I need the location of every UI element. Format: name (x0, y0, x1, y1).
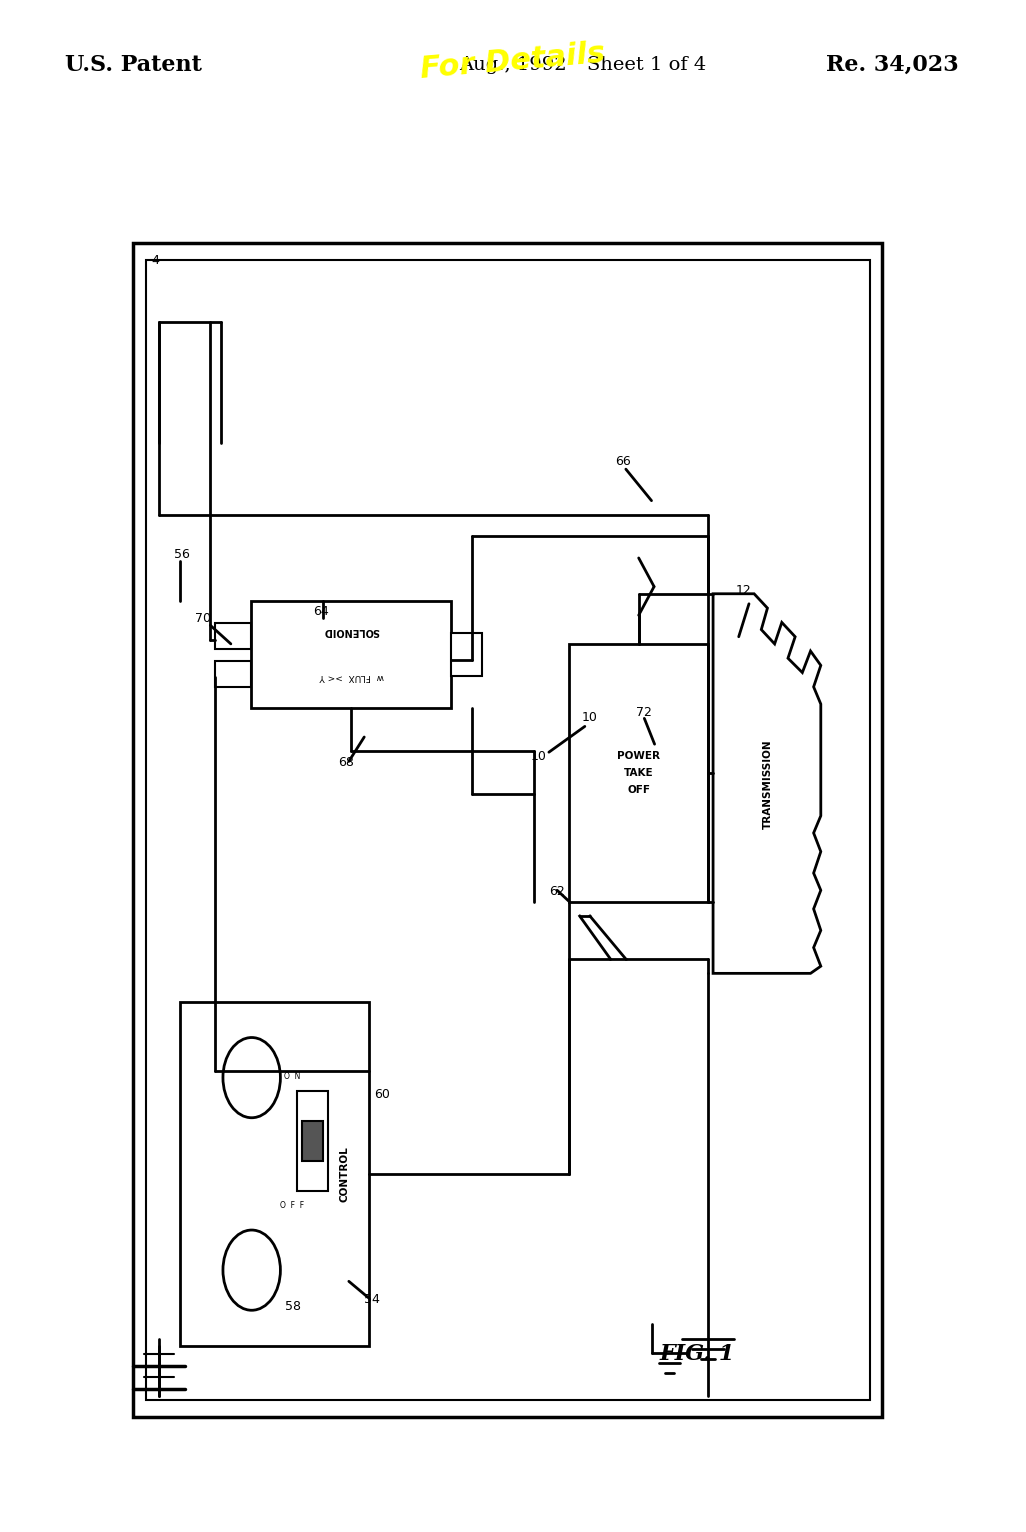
Text: U.S. Patent: U.S. Patent (65, 54, 202, 75)
Text: TRANSMISSION: TRANSMISSION (762, 740, 773, 829)
Text: O  N: O N (284, 1072, 301, 1082)
Bar (303, 1121, 323, 1161)
Bar (146, 260, 870, 1400)
Text: Aug., 1992: Aug., 1992 (460, 55, 566, 74)
Text: 58: 58 (285, 1301, 302, 1313)
Text: 64: 64 (313, 605, 328, 619)
Text: 12: 12 (736, 584, 752, 597)
Bar (251, 601, 451, 708)
Text: 66: 66 (616, 455, 631, 467)
Bar (298, 1091, 328, 1190)
Text: TAP HERE: TAP HERE (471, 6, 555, 29)
Text: 60: 60 (374, 1088, 390, 1102)
Text: 70: 70 (195, 613, 211, 625)
Text: POWER: POWER (618, 751, 660, 760)
Text: O  F  F: O F F (280, 1201, 304, 1210)
Text: SOLENOID: SOLENOID (323, 627, 380, 636)
Text: OFF: OFF (627, 784, 650, 795)
Text: FIG. 1: FIG. 1 (660, 1344, 736, 1365)
Text: For Details: For Details (420, 40, 606, 84)
Text: w  FLUX  >< Y: w FLUX >< Y (319, 671, 384, 680)
Bar (133, 244, 882, 1417)
Bar (215, 662, 251, 686)
Text: Sheet 1 of 4: Sheet 1 of 4 (587, 55, 706, 74)
Text: 10: 10 (530, 751, 547, 763)
Bar (451, 633, 482, 676)
Text: Re. 34,023: Re. 34,023 (826, 54, 959, 75)
Text: 4: 4 (152, 254, 160, 267)
Circle shape (223, 1230, 280, 1310)
Bar (569, 643, 708, 902)
Circle shape (223, 1037, 280, 1118)
Text: 56: 56 (174, 548, 190, 561)
Text: 54: 54 (364, 1293, 380, 1305)
Text: CONTROL: CONTROL (340, 1146, 350, 1201)
Polygon shape (713, 594, 821, 973)
Text: 62: 62 (549, 884, 564, 898)
Bar (215, 624, 251, 650)
Text: 10: 10 (582, 711, 598, 725)
Text: 72: 72 (636, 706, 652, 719)
Text: 68: 68 (339, 755, 354, 769)
Text: TAKE: TAKE (624, 768, 654, 778)
Bar (180, 1002, 369, 1345)
